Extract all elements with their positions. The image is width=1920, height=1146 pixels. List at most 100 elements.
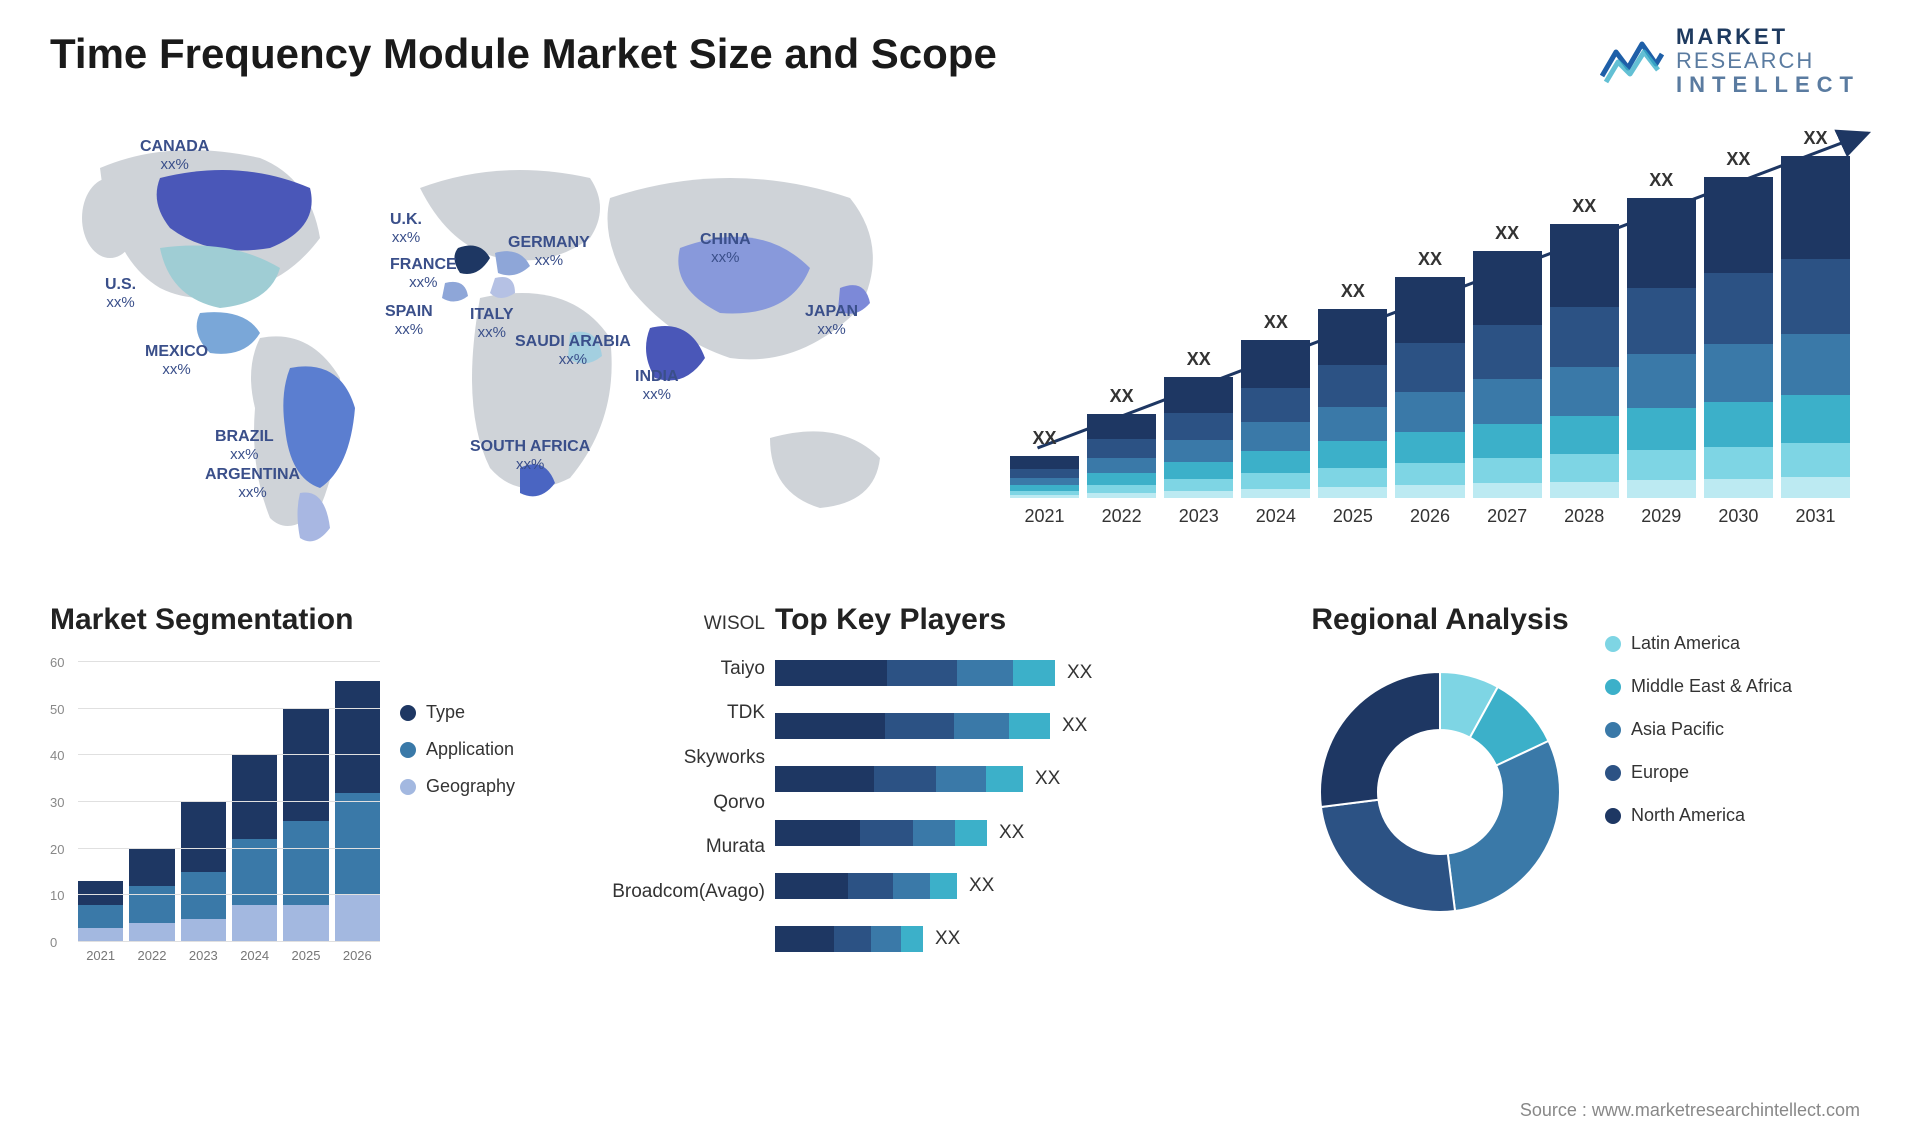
year-tick: 2030 <box>1704 506 1773 527</box>
country-label: JAPANxx% <box>805 303 858 339</box>
segmentation-bar-chart: 0102030405060 <box>50 652 380 942</box>
donut-slice <box>1448 741 1560 911</box>
growth-bar: XX <box>1318 309 1387 498</box>
source-attribution: Source : www.marketresearchintellect.com <box>1520 1100 1860 1121</box>
y-tick: 60 <box>50 655 64 670</box>
bar-value-label: XX <box>1318 281 1387 302</box>
growth-bar: XX <box>1395 277 1464 498</box>
player-bar-row: XX <box>775 766 1265 792</box>
y-tick: 10 <box>50 888 64 903</box>
country-label: ITALYxx% <box>470 306 514 342</box>
segmentation-title: Market Segmentation <box>50 603 570 637</box>
bar-value-label: XX <box>1704 149 1773 170</box>
market-growth-chart: XXXXXXXXXXXXXXXXXXXXXX 20212022202320242… <box>990 108 1870 568</box>
segmentation-bar <box>283 709 328 942</box>
logo-mark-icon <box>1600 34 1664 88</box>
donut-slice <box>1321 800 1455 912</box>
brand-logo: MARKET RESEARCH INTELLECT <box>1600 25 1860 98</box>
bar-value-label: XX <box>1010 428 1079 449</box>
regional-legend: Latin AmericaMiddle East & AfricaAsia Pa… <box>1605 603 1792 983</box>
player-name: Murata <box>605 836 765 858</box>
year-tick: 2028 <box>1550 506 1619 527</box>
y-tick: 50 <box>50 702 64 717</box>
year-tick: 2029 <box>1627 506 1696 527</box>
growth-bar: XX <box>1010 456 1079 498</box>
segmentation-bar <box>129 849 174 942</box>
country-label: GERMANYxx% <box>508 234 590 270</box>
growth-bar: XX <box>1781 156 1850 498</box>
legend-item: Application <box>400 739 515 760</box>
bar-value-label: XX <box>1473 223 1542 244</box>
world-map-panel: CANADAxx% U.S.xx% MEXICOxx% BRAZILxx%ARGENT… <box>50 108 950 568</box>
segmentation-legend: Type Application Geography <box>400 652 515 963</box>
year-tick: 2031 <box>1781 506 1850 527</box>
segmentation-bar <box>232 755 277 942</box>
year-tick: 2022 <box>1087 506 1156 527</box>
growth-bar: XX <box>1087 414 1156 498</box>
player-bar-row: XX <box>775 873 1265 899</box>
year-tick: 2025 <box>283 948 328 963</box>
logo-line-3: INTELLECT <box>1676 73 1860 97</box>
y-tick: 20 <box>50 842 64 857</box>
segmentation-bar <box>335 681 380 942</box>
segmentation-panel: Market Segmentation 0102030405060 202120… <box>50 603 570 983</box>
player-name: Taiyo <box>605 658 765 680</box>
growth-bar: XX <box>1473 251 1542 498</box>
legend-item: Asia Pacific <box>1605 719 1792 740</box>
country-label: BRAZILxx% <box>215 428 274 464</box>
y-tick: 40 <box>50 748 64 763</box>
legend-item: Geography <box>400 776 515 797</box>
players-title: Top Key Players <box>775 603 1265 637</box>
bar-value-label: XX <box>1627 170 1696 191</box>
player-bar-row: XX <box>775 820 1265 846</box>
year-tick: 2022 <box>129 948 174 963</box>
year-tick: 2021 <box>78 948 123 963</box>
year-tick: 2026 <box>335 948 380 963</box>
logo-line-2: RESEARCH <box>1676 49 1860 73</box>
regional-title: Regional Analysis <box>1300 603 1580 637</box>
y-tick: 30 <box>50 795 64 810</box>
bar-value-label: XX <box>1781 128 1850 149</box>
country-label: FRANCExx% <box>390 256 457 292</box>
bar-value-label: XX <box>935 928 960 950</box>
country-label: CANADAxx% <box>140 138 209 174</box>
legend-item: Europe <box>1605 762 1792 783</box>
year-tick: 2023 <box>1164 506 1233 527</box>
country-label: CHINAxx% <box>700 231 751 267</box>
bar-value-label: XX <box>1035 768 1060 790</box>
bar-value-label: XX <box>1062 715 1087 737</box>
growth-bar: XX <box>1627 198 1696 498</box>
player-bar-row: XX <box>775 660 1265 686</box>
player-name: WISOL <box>605 613 765 635</box>
bar-value-label: XX <box>1550 196 1619 217</box>
legend-item: Type <box>400 702 515 723</box>
year-tick: 2027 <box>1473 506 1542 527</box>
growth-bar: XX <box>1550 224 1619 498</box>
country-label: MEXICOxx% <box>145 343 208 379</box>
player-name: TDK <box>605 702 765 724</box>
bar-value-label: XX <box>1395 249 1464 270</box>
key-players-panel: WISOLTaiyoTDKSkyworksQorvoMurataBroadcom… <box>605 603 1265 983</box>
year-tick: 2026 <box>1395 506 1464 527</box>
country-label: SOUTH AFRICAxx% <box>470 438 590 474</box>
country-label: U.S.xx% <box>105 276 136 312</box>
player-name-axis: WISOLTaiyoTDKSkyworksQorvoMurataBroadcom… <box>605 603 775 903</box>
country-label: SPAINxx% <box>385 303 433 339</box>
segmentation-bar <box>78 881 123 942</box>
players-bar-chart: XX XX XX XX XX XX <box>775 652 1265 952</box>
year-tick: 2024 <box>232 948 277 963</box>
donut-slice <box>1320 672 1440 807</box>
bar-value-label: XX <box>999 822 1024 844</box>
player-bar-row: XX <box>775 713 1265 739</box>
bar-value-label: XX <box>1241 312 1310 333</box>
page-title: Time Frequency Module Market Size and Sc… <box>50 30 1870 78</box>
country-label: SAUDI ARABIAxx% <box>515 333 631 369</box>
bar-value-label: XX <box>1067 662 1092 684</box>
player-name: Broadcom(Avago) <box>605 881 765 903</box>
year-tick: 2024 <box>1241 506 1310 527</box>
bar-value-label: XX <box>1164 349 1233 370</box>
growth-bar: XX <box>1704 177 1773 498</box>
growth-bar: XX <box>1164 377 1233 498</box>
year-tick: 2023 <box>181 948 226 963</box>
country-label: ARGENTINAxx% <box>205 466 300 502</box>
